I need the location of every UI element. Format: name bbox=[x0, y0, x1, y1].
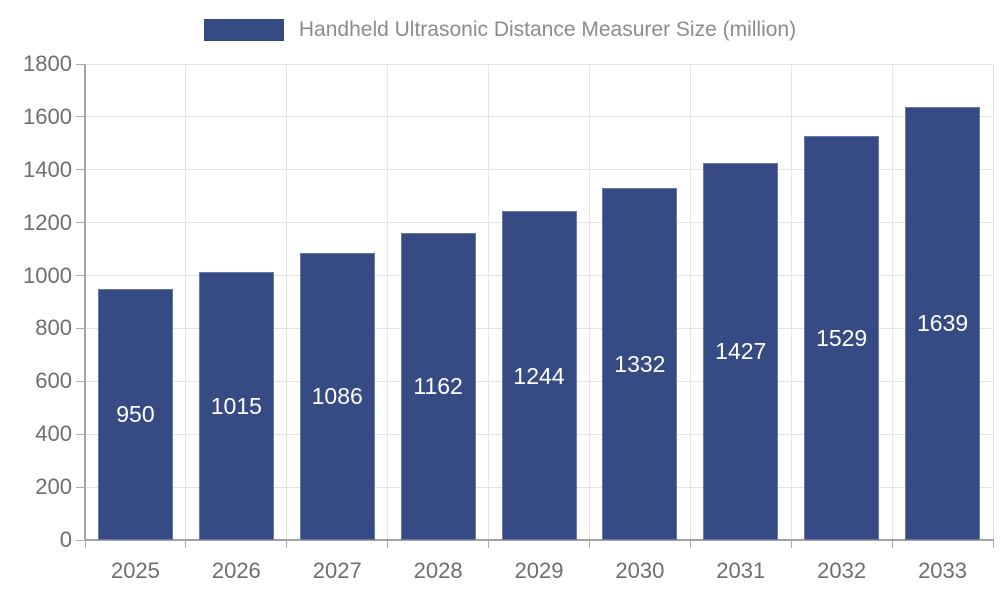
bar-value-label: 1244 bbox=[513, 362, 565, 389]
v-gridline bbox=[689, 64, 691, 540]
h-gridline bbox=[85, 169, 993, 171]
x-tick-label: 2025 bbox=[110, 558, 160, 583]
x-tick-label: 2033 bbox=[918, 558, 968, 583]
v-gridline bbox=[185, 64, 187, 540]
v-gridline bbox=[588, 64, 590, 540]
y-axis-tick bbox=[76, 380, 84, 382]
y-axis-tick bbox=[76, 539, 84, 541]
bar[interactable] bbox=[299, 252, 375, 540]
bar-value-label: 1015 bbox=[210, 392, 262, 419]
x-axis-tick bbox=[387, 540, 389, 548]
x-axis-tick bbox=[286, 540, 288, 548]
v-gridline bbox=[488, 64, 490, 540]
y-axis-line bbox=[84, 64, 86, 540]
x-tick-label: 2031 bbox=[716, 558, 766, 583]
v-gridline bbox=[387, 64, 389, 540]
v-gridline bbox=[891, 64, 893, 540]
bar[interactable] bbox=[905, 106, 981, 540]
bar[interactable] bbox=[501, 211, 577, 540]
v-gridline bbox=[286, 64, 288, 540]
v-gridline bbox=[790, 64, 792, 540]
y-axis-tick bbox=[76, 63, 84, 65]
bar[interactable] bbox=[198, 271, 274, 540]
y-axis-tick bbox=[76, 433, 84, 435]
x-axis-tick bbox=[790, 540, 792, 548]
x-tick-label: 2026 bbox=[211, 558, 261, 583]
bar-value-label: 950 bbox=[116, 401, 155, 428]
y-axis-tick bbox=[76, 486, 84, 488]
bar-value-label: 1332 bbox=[614, 350, 666, 377]
x-axis-tick bbox=[689, 540, 691, 548]
y-tick-label: 600 bbox=[35, 368, 72, 394]
y-tick-label: 1800 bbox=[23, 51, 72, 76]
y-tick-label: 1400 bbox=[23, 156, 72, 182]
bar-value-label: 1162 bbox=[413, 373, 463, 400]
bar[interactable] bbox=[804, 135, 880, 540]
x-tick-label: 2029 bbox=[514, 558, 564, 583]
bar-value-label: 1427 bbox=[715, 338, 767, 365]
y-axis-tick bbox=[76, 327, 84, 329]
legend[interactable]: Handheld Ultrasonic Distance Measurer Si… bbox=[0, 16, 1000, 44]
y-axis-tick bbox=[76, 169, 84, 171]
v-gridline bbox=[992, 64, 994, 540]
h-gridline bbox=[85, 116, 993, 118]
bar-value-label: 1086 bbox=[311, 383, 363, 410]
x-tick-label: 2028 bbox=[413, 558, 463, 583]
y-axis-tick bbox=[76, 275, 84, 277]
y-tick-label: 1600 bbox=[23, 103, 72, 129]
bar-value-label: 1639 bbox=[916, 310, 969, 337]
bar[interactable] bbox=[703, 162, 779, 540]
x-axis-tick bbox=[84, 540, 86, 548]
h-gridline bbox=[85, 63, 993, 65]
legend-label[interactable]: Handheld Ultrasonic Distance Measurer Si… bbox=[298, 18, 797, 41]
x-tick-label: 2032 bbox=[817, 558, 867, 583]
x-axis-tick bbox=[488, 540, 490, 548]
bar[interactable] bbox=[602, 187, 678, 540]
y-tick-label: 400 bbox=[35, 421, 72, 447]
x-tick-label: 2027 bbox=[312, 558, 362, 583]
bar[interactable] bbox=[400, 232, 476, 540]
y-tick-label: 200 bbox=[35, 474, 72, 500]
y-axis-tick bbox=[76, 116, 84, 118]
x-axis-tick bbox=[891, 540, 893, 548]
x-axis-tick bbox=[588, 540, 590, 548]
y-tick-label: 1000 bbox=[23, 262, 72, 288]
bar-value-label: 1529 bbox=[816, 324, 868, 351]
y-tick-label: 800 bbox=[35, 315, 72, 341]
x-axis-tick bbox=[185, 540, 187, 548]
y-tick-label: 1200 bbox=[23, 209, 72, 235]
legend-swatch[interactable] bbox=[203, 19, 284, 41]
x-axis-tick bbox=[992, 540, 994, 548]
y-tick-label: 0 bbox=[59, 527, 72, 552]
x-tick-label: 2030 bbox=[615, 558, 665, 583]
x-axis-line bbox=[84, 539, 994, 541]
bar[interactable] bbox=[97, 288, 173, 540]
y-axis-tick bbox=[76, 222, 84, 224]
